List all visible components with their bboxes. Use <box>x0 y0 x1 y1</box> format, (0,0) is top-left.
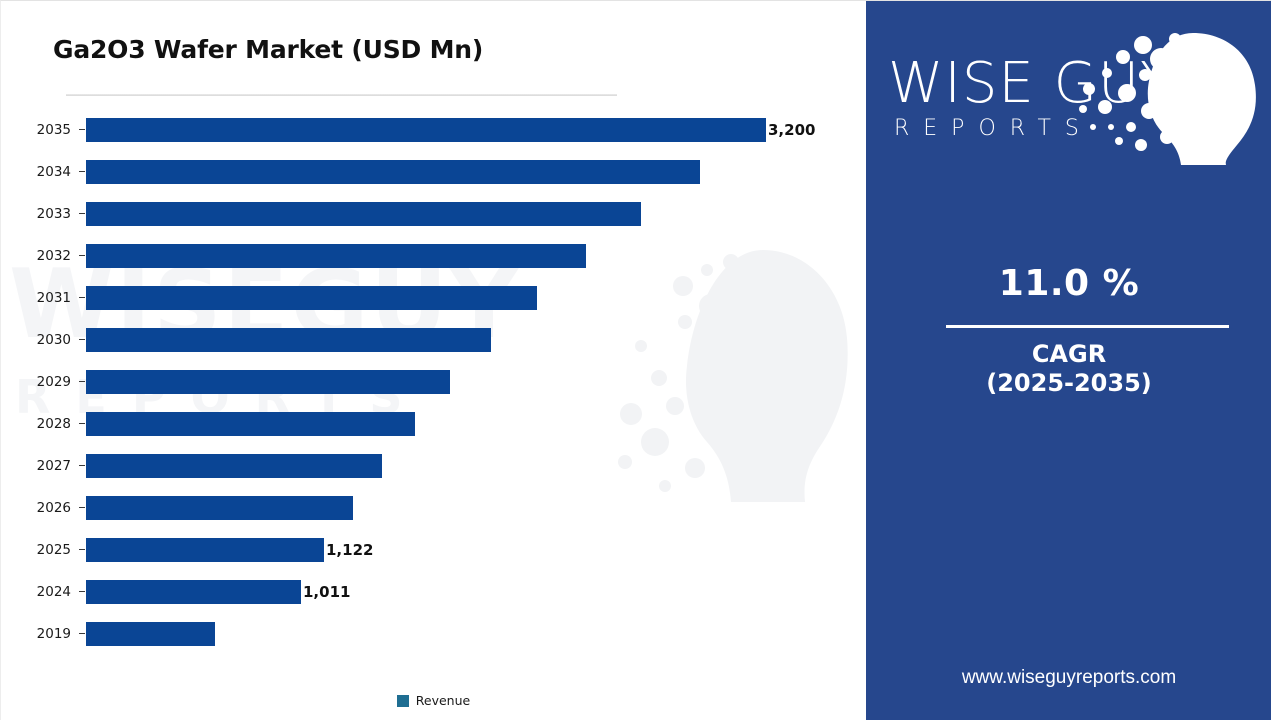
bar-2034[interactable] <box>86 160 700 184</box>
axis-tick-label-2033: 2033 <box>36 206 71 222</box>
cagr-divider <box>946 325 1229 328</box>
bar-row: 2024 1,011 <box>1 571 866 613</box>
bar-row: 2035 3,200 <box>1 109 866 151</box>
axis-tick-mark <box>79 255 85 256</box>
axis-tick-mark <box>79 213 85 214</box>
axis-tick-mark <box>79 423 85 424</box>
bar-row: 2032 <box>1 235 866 277</box>
axis-tick-label-2026: 2026 <box>36 500 71 516</box>
bar-2031[interactable] <box>86 286 537 310</box>
logo: WISE GUY REPORTS <box>880 31 1260 166</box>
axis-tick-mark <box>79 297 85 298</box>
bar-value-label-2035: 3,200 <box>768 121 816 139</box>
bar-2033[interactable] <box>86 202 641 226</box>
bar-row: 2027 <box>1 445 866 487</box>
head-profile-icon <box>1079 33 1256 165</box>
bar-2028[interactable] <box>86 412 415 436</box>
bar-2035[interactable] <box>86 118 766 142</box>
bar-2027[interactable] <box>86 454 382 478</box>
axis-tick-label-2027: 2027 <box>36 458 71 474</box>
logo-primary-text: WISE GUY <box>888 51 1176 116</box>
axis-tick-label-2028: 2028 <box>36 416 71 432</box>
cagr-caption-line-1: CAGR <box>1031 340 1107 368</box>
axis-tick-label-2030: 2030 <box>36 332 71 348</box>
axis-tick-mark <box>79 339 85 340</box>
bar-value-label-2024: 1,011 <box>303 583 351 601</box>
axis-tick-mark <box>79 171 85 172</box>
bar-row: 2034 <box>1 151 866 193</box>
axis-tick-mark <box>79 549 85 550</box>
axis-tick-label-2025: 2025 <box>36 542 71 558</box>
bar-row: 2028 <box>1 403 866 445</box>
bar-2024[interactable] <box>86 580 301 604</box>
bar-row: 2029 <box>1 361 866 403</box>
bar-row: 2030 <box>1 319 866 361</box>
title-divider <box>66 94 617 96</box>
axis-tick-mark <box>79 507 85 508</box>
axis-tick-mark <box>79 633 85 634</box>
bar-2032[interactable] <box>86 244 586 268</box>
axis-tick-label-2034: 2034 <box>36 164 71 180</box>
cagr-caption: CAGR (2025-2035) <box>866 340 1271 399</box>
bar-2019[interactable] <box>86 622 215 646</box>
bar-row: 2033 <box>1 193 866 235</box>
bar-2025[interactable] <box>86 538 324 562</box>
axis-tick-label-2024: 2024 <box>36 584 71 600</box>
legend-swatch-revenue <box>396 694 409 707</box>
axis-tick-label-2029: 2029 <box>36 374 71 390</box>
bar-plot: 2035 3,200 2034 2033 2032 2031 2030 2029 2028 202… <box>1 109 866 654</box>
axis-tick-label-2032: 2032 <box>36 248 71 264</box>
bar-2029[interactable] <box>86 370 450 394</box>
bar-row: 2026 <box>1 487 866 529</box>
legend-label-revenue: Revenue <box>415 693 471 708</box>
bar-value-label-2025: 1,122 <box>326 541 374 559</box>
bar-2026[interactable] <box>86 496 353 520</box>
website-url: www.wiseguyreports.com <box>961 667 1177 688</box>
cagr-value: 11.0 % <box>998 263 1140 304</box>
page-title: Ga2O3 Wafer Market (USD Mn) <box>53 35 484 64</box>
bar-row: 2019 <box>1 613 866 655</box>
bar-row: 2031 <box>1 277 866 319</box>
cagr-caption-line-2: (2025-2035) <box>986 369 1152 398</box>
brand-panel: WISE GUY REPORTS 11.0 % CAGR <box>866 1 1271 720</box>
bar-2030[interactable] <box>86 328 491 352</box>
axis-tick-mark <box>79 591 85 592</box>
axis-tick-mark <box>79 129 85 130</box>
chart-legend: Revenue <box>1 693 866 708</box>
axis-tick-label-2019: 2019 <box>36 626 71 642</box>
axis-tick-label-2035: 2035 <box>36 122 71 138</box>
bar-row: 2025 1,122 <box>1 529 866 571</box>
axis-tick-label-2031: 2031 <box>36 290 71 306</box>
logo-secondary-text: REPORTS <box>894 116 1093 141</box>
axis-tick-mark <box>79 381 85 382</box>
axis-tick-mark <box>79 465 85 466</box>
